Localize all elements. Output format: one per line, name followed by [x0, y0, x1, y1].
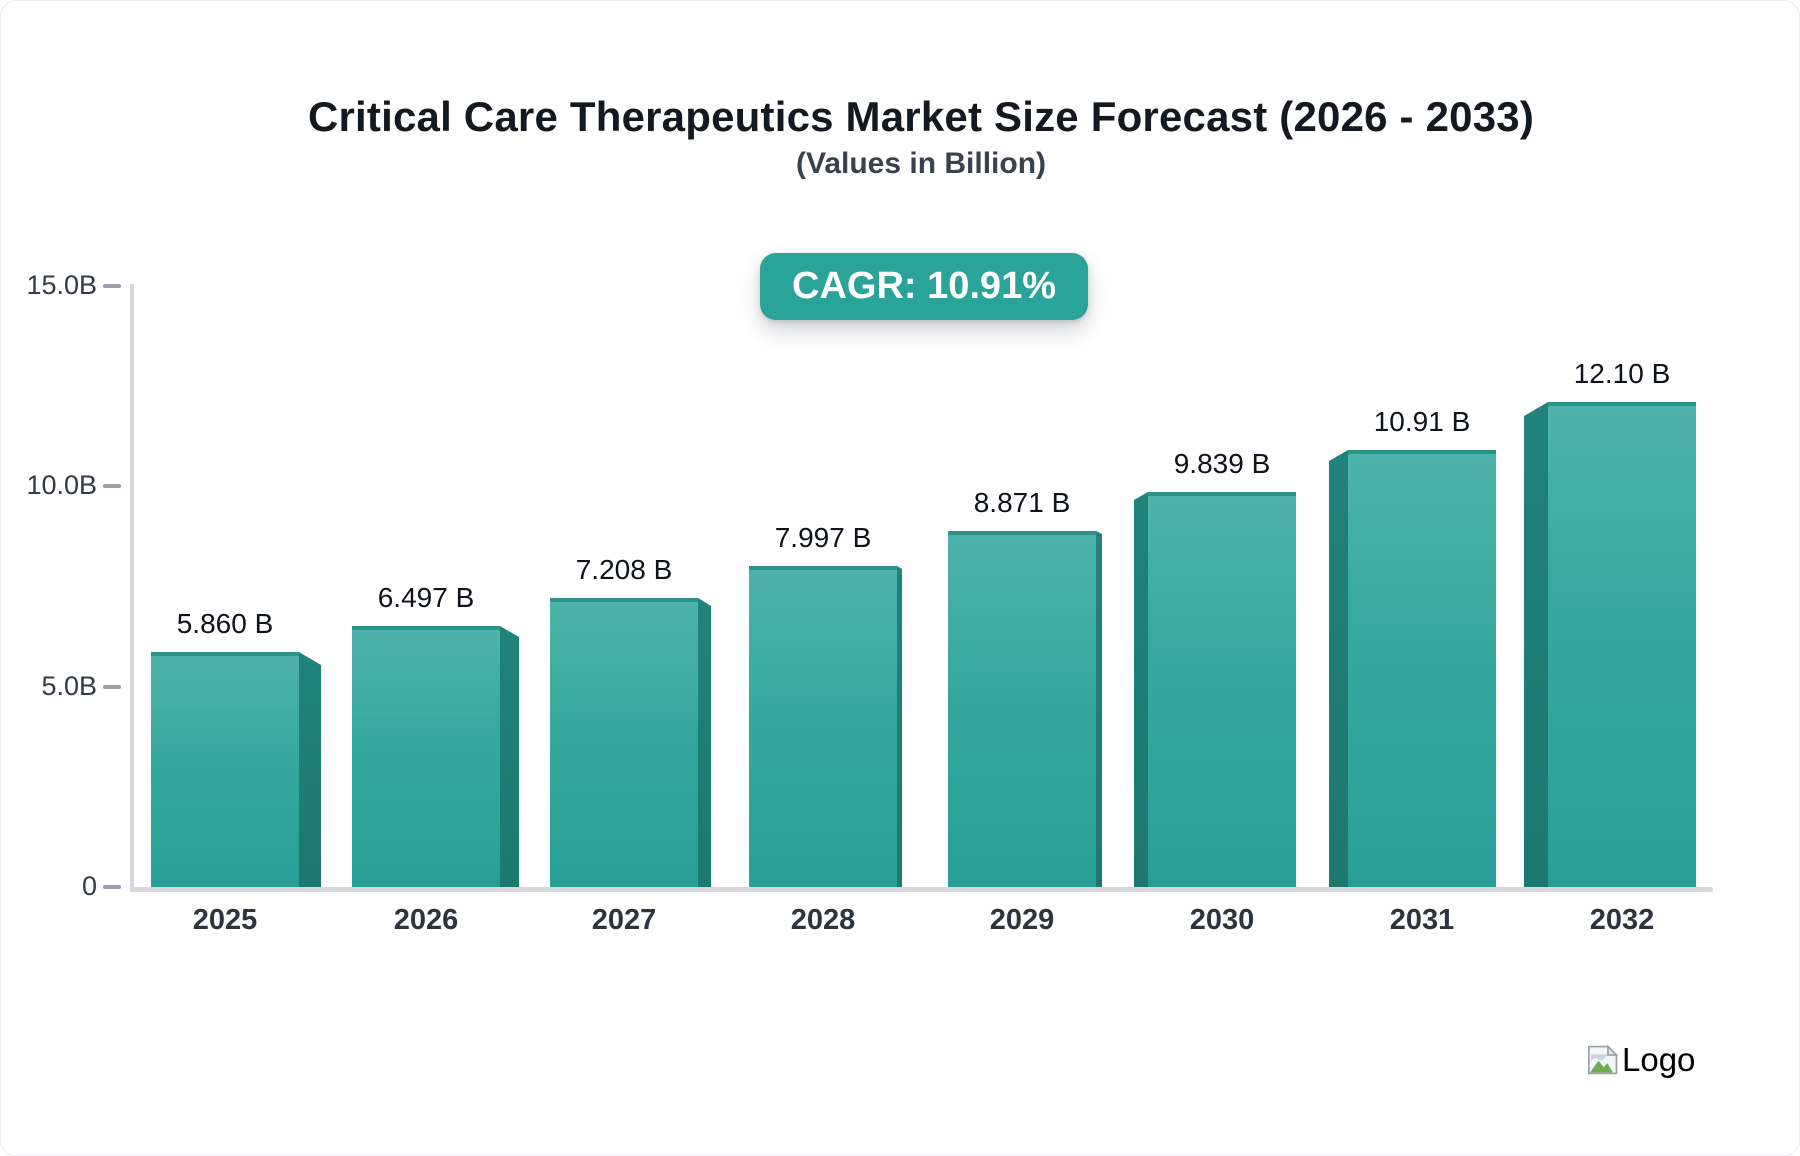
broken-image-icon — [1586, 1044, 1620, 1076]
y-tick-mark — [103, 283, 121, 288]
bar-value-label: 7.997 B — [774, 522, 872, 553]
x-tick-label: 2026 — [393, 904, 459, 936]
logo: Logo — [1586, 1041, 1695, 1079]
logo-label: Logo — [1622, 1041, 1696, 1078]
bar-3d-side — [299, 652, 321, 887]
y-tick-mark — [103, 484, 121, 488]
bar-value-label: 8.871 B — [973, 487, 1071, 518]
bar-value-label: 9.839 B — [1173, 448, 1271, 479]
x-tick-label: 2027 — [591, 904, 657, 936]
bar — [1548, 402, 1696, 887]
bar-3d-side — [500, 626, 519, 887]
bar — [151, 652, 299, 887]
x-axis-line — [130, 887, 1713, 892]
bar-3d-side — [1134, 492, 1148, 887]
y-tick-mark — [103, 885, 121, 889]
bar-value-label: 12.10 B — [1573, 358, 1671, 389]
bar — [1348, 450, 1496, 887]
bar-3d-side — [1096, 531, 1102, 887]
x-tick-label: 2031 — [1389, 904, 1455, 936]
bar-3d-side — [698, 598, 711, 887]
x-tick-label: 2028 — [790, 904, 856, 936]
bar-3d-side — [897, 566, 902, 887]
bar — [749, 566, 897, 887]
bar — [550, 598, 698, 887]
x-tick-label: 2030 — [1189, 904, 1255, 936]
bar-value-label: 6.497 B — [377, 582, 475, 613]
bar-value-label: 7.208 B — [575, 554, 673, 585]
x-tick-label: 2029 — [989, 904, 1055, 936]
bar — [1148, 492, 1296, 887]
cagr-badge: CAGR: 10.91% — [760, 253, 1088, 320]
bar-3d-side — [1524, 402, 1548, 887]
y-tick-mark — [103, 684, 121, 689]
bar-value-label: 5.860 B — [176, 608, 274, 639]
x-tick-label: 2025 — [192, 904, 258, 936]
chart-subtitle: (Values in Billion) — [795, 147, 1047, 180]
bar — [352, 626, 500, 887]
y-tick-label: 10.0B — [26, 470, 97, 500]
x-tick-label: 2032 — [1589, 904, 1655, 936]
y-axis-line — [130, 284, 134, 892]
y-tick-label: 0 — [81, 871, 97, 901]
y-tick-label: 15.0B — [26, 269, 97, 300]
bar-value-label: 10.91 B — [1373, 406, 1471, 437]
y-tick-label: 5.0B — [41, 670, 97, 701]
bar — [948, 531, 1096, 887]
bar-3d-side — [1329, 450, 1348, 887]
chart-title: Critical Care Therapeutics Market Size F… — [307, 93, 1535, 140]
